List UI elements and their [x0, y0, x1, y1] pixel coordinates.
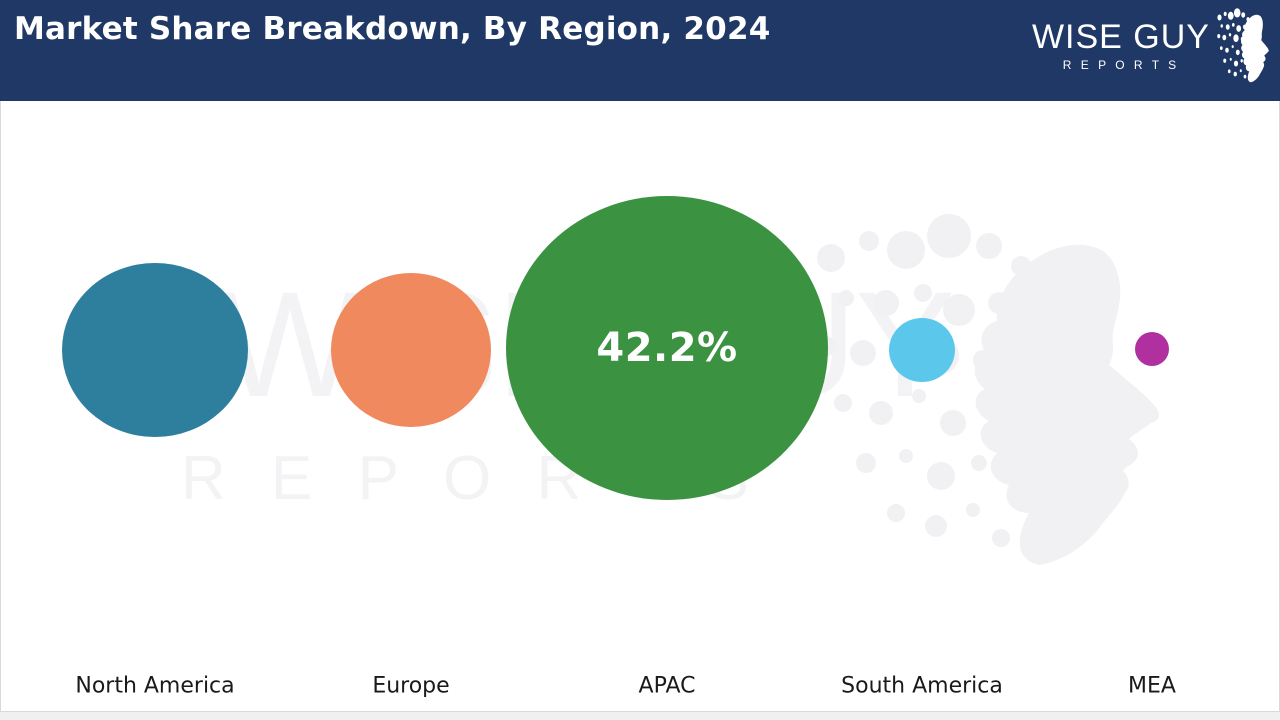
footer-strip: [0, 712, 1280, 720]
category-label-apac: APAC: [638, 673, 696, 699]
bubble-mea: [1135, 332, 1169, 366]
bubble-value-label: 42.2%: [596, 325, 738, 371]
bubble-europe: [331, 273, 491, 427]
logo-wordmark: WISE GUY: [1031, 18, 1210, 56]
category-label-mea: MEA: [1128, 673, 1176, 699]
category-label-europe: Europe: [372, 673, 450, 699]
brand-logo: WISE GUY R E P O R T S: [1032, 8, 1272, 84]
bubble-apac: 42.2%: [506, 196, 828, 500]
logo-text: WISE GUY R E P O R T S: [1032, 8, 1210, 72]
bubble-plot: North America Europe 42.2% APAC South Americ…: [1, 101, 1279, 711]
bubble-chart: WISE GUY R E P O R T S North AmericaEuro…: [0, 101, 1280, 712]
bubble-south-america: [889, 318, 955, 382]
category-label-south-america: South America: [841, 673, 1003, 699]
category-label-north-america: North America: [75, 673, 235, 699]
wiseguy-head-icon: [1217, 8, 1269, 83]
header: Market Share Breakdown, By Region, 2024 …: [0, 0, 1280, 101]
logo-subtext: R E P O R T S: [1062, 58, 1180, 72]
bubble-north-america: [62, 263, 248, 437]
page-title: Market Share Breakdown, By Region, 2024: [14, 11, 771, 47]
